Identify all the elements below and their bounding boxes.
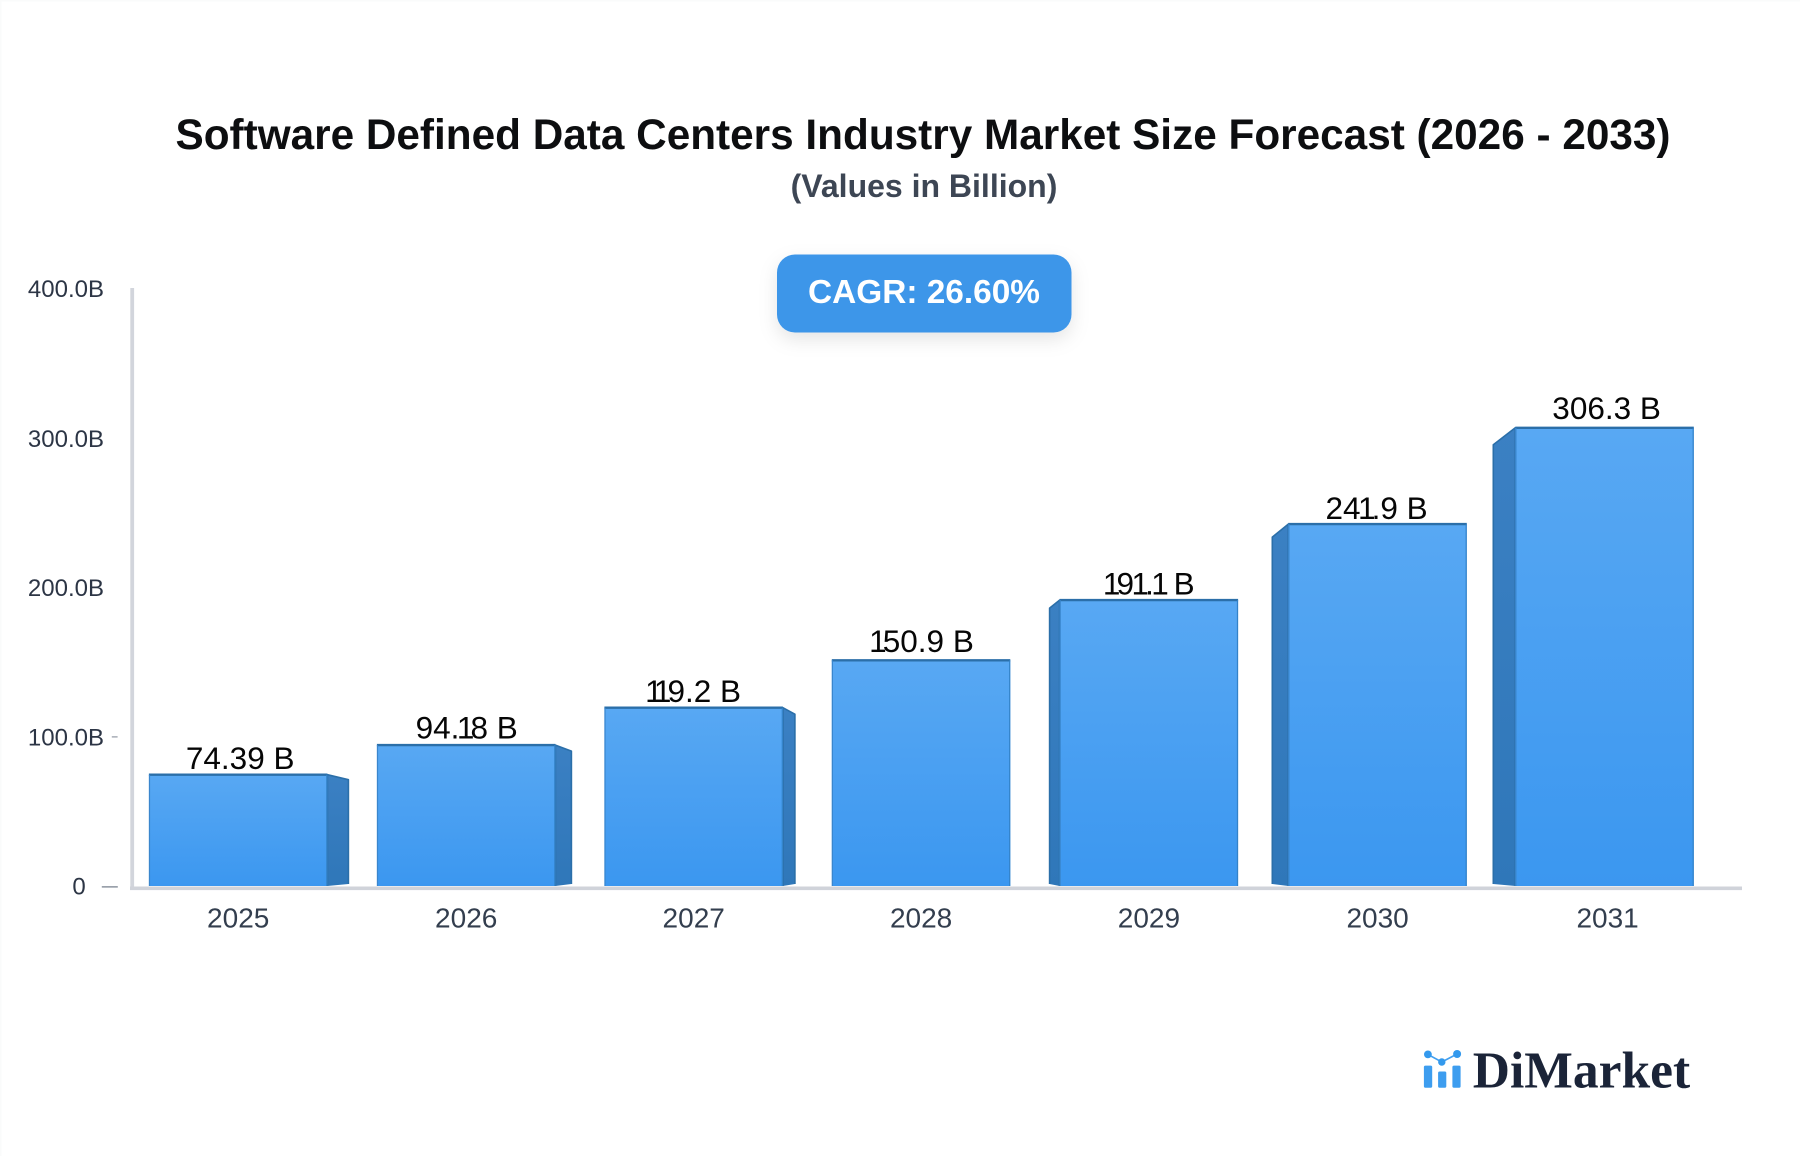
svg-text:119.2 B: 119.2 B: [645, 673, 741, 709]
svg-text:150.9 B: 150.9 B: [869, 623, 974, 659]
svg-text:2028: 2028: [890, 902, 952, 933]
svg-text:2025: 2025: [207, 902, 269, 933]
svg-text:2031: 2031: [1576, 902, 1638, 933]
svg-text:(Values in Billion): (Values in Billion): [791, 168, 1058, 204]
svg-text:306.3 B: 306.3 B: [1552, 390, 1661, 426]
svg-text:400.0B: 400.0B: [28, 276, 104, 303]
svg-text:74.39 B: 74.39 B: [186, 740, 295, 776]
svg-text:300.0B: 300.0B: [28, 426, 104, 453]
svg-text:2026: 2026: [435, 902, 497, 933]
svg-text:2030: 2030: [1346, 902, 1408, 933]
svg-text:100.0B: 100.0B: [28, 725, 104, 752]
svg-text:191.1 B: 191.1 B: [1103, 566, 1195, 602]
svg-text:CAGR: 26.60%: CAGR: 26.60%: [808, 274, 1040, 311]
svg-text:DiMarket: DiMarket: [1473, 1043, 1690, 1100]
svg-text:2029: 2029: [1118, 902, 1180, 933]
svg-text:200.0B: 200.0B: [28, 575, 104, 602]
svg-text:94.18 B: 94.18 B: [416, 710, 518, 746]
svg-text:241.9 B: 241.9 B: [1326, 490, 1428, 526]
svg-text:0: 0: [72, 874, 85, 901]
svg-text:2027: 2027: [663, 902, 725, 933]
svg-text:Software Defined Data Centers: Software Defined Data Centers Industry M…: [175, 111, 1670, 158]
